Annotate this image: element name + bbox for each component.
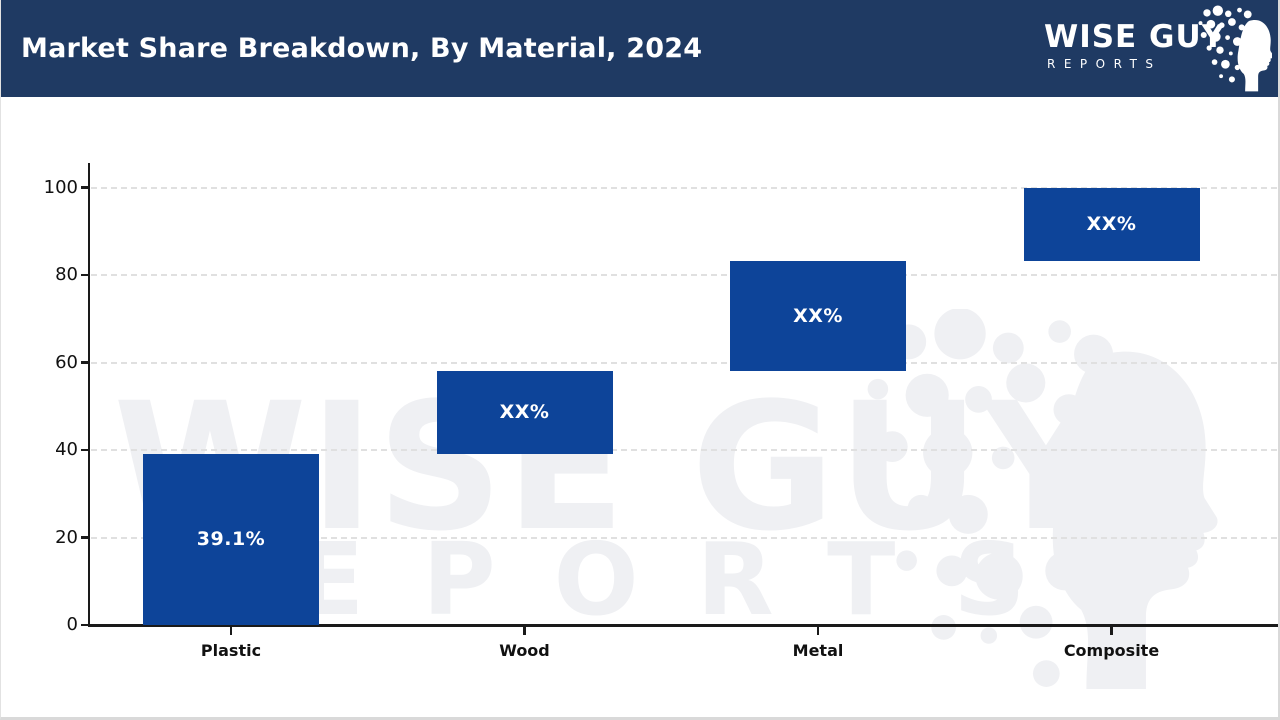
chart-area: WISE GUY REPORTS 0 20 40 60 80 100 39.1% Plasti… xyxy=(1,97,1278,717)
y-tick-label: 100 xyxy=(43,176,78,198)
y-tick-label: 0 xyxy=(66,614,78,635)
x-tick-mark xyxy=(816,627,820,635)
y-tick-label: 40 xyxy=(55,439,78,460)
y-gridline xyxy=(91,361,1278,364)
logo-subtitle: REPORTS xyxy=(1047,57,1162,71)
bar-wood: XX% xyxy=(436,370,613,454)
y-gridline xyxy=(91,449,1278,451)
y-tick-mark xyxy=(81,623,90,627)
bar-composite: XX% xyxy=(1023,187,1200,261)
x-tick-label: Wood xyxy=(499,641,550,660)
y-tick-label: 60 xyxy=(55,351,78,373)
x-tick-label: Composite xyxy=(1063,641,1160,660)
page-title: Market Share Breakdown, By Material, 202… xyxy=(21,33,703,64)
x-axis-line xyxy=(87,624,1278,627)
y-tick-mark xyxy=(81,448,90,452)
y-gridline xyxy=(91,536,1278,539)
y-axis-line xyxy=(87,163,90,627)
bar-value-label: XX% xyxy=(499,401,550,424)
bar-metal: XX% xyxy=(730,261,906,371)
y-tick-label: 80 xyxy=(55,264,78,285)
bar-value-label: XX% xyxy=(793,304,843,327)
y-tick-mark xyxy=(81,361,90,364)
y-tick-mark xyxy=(81,186,90,189)
y-tick-mark xyxy=(81,273,90,277)
bar-value-label: 39.1% xyxy=(196,528,266,551)
y-gridline xyxy=(91,274,1278,276)
x-tick-mark xyxy=(523,627,526,635)
logo-text: WISE GUY REPORTS xyxy=(1044,19,1226,72)
y-gridline xyxy=(91,186,1278,189)
bar-plastic: 39.1% xyxy=(143,453,319,625)
y-tick-mark xyxy=(81,536,90,539)
x-tick-label: Plastic xyxy=(200,641,262,660)
logo-wordmark: WISE GUY xyxy=(1044,19,1226,55)
logo-face-icon xyxy=(1198,5,1272,92)
header-bar: Market Share Breakdown, By Material, 202… xyxy=(1,0,1278,97)
x-tick-mark xyxy=(229,627,233,635)
wise-guy-logo: WISE GUY REPORTS xyxy=(1004,4,1272,94)
bar-value-label: XX% xyxy=(1086,213,1137,236)
x-tick-label: Metal xyxy=(792,641,844,660)
y-tick-label: 20 xyxy=(55,526,78,548)
x-tick-mark xyxy=(1110,627,1113,635)
